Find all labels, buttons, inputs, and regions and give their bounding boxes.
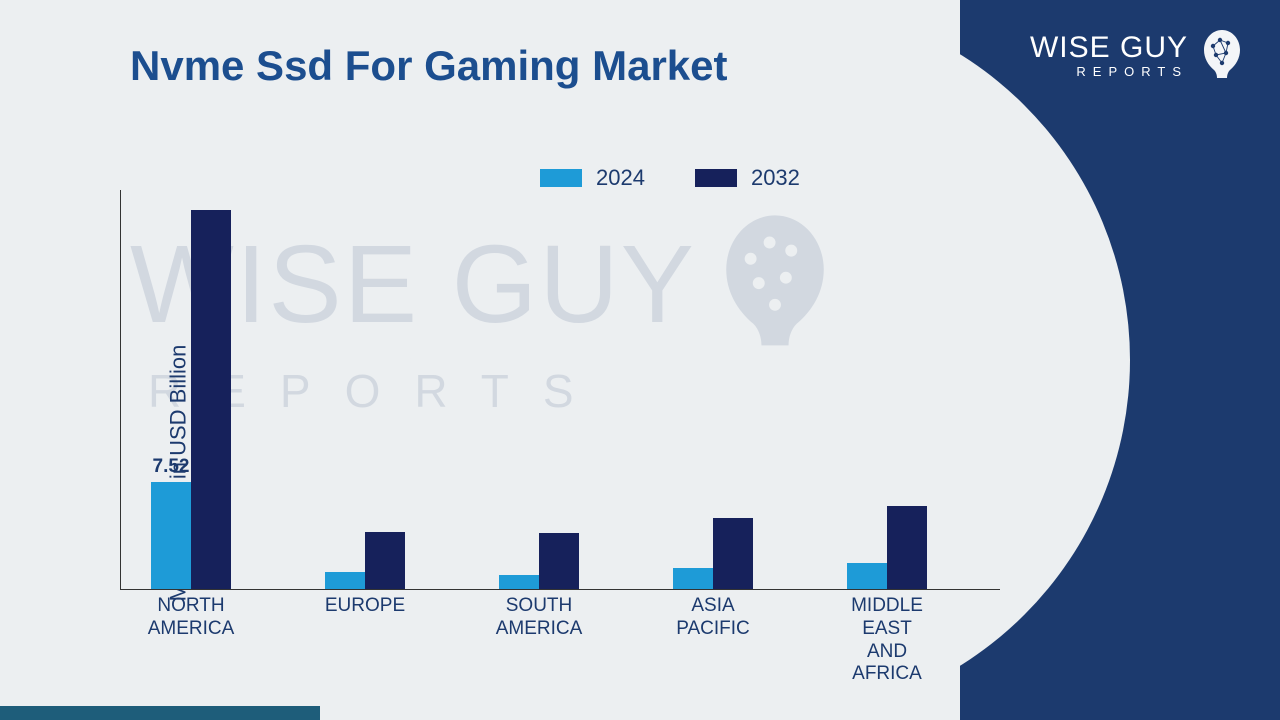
bar-2032 xyxy=(887,506,927,589)
chart-area: Market Size in USD Billion 7.52NORTHAMER… xyxy=(60,160,1000,700)
bar-group: SOUTHAMERICA xyxy=(499,533,579,589)
brand-logo: WISE GUY REPORTS xyxy=(1030,28,1246,82)
bar-group: MIDDLEEASTANDAFRICA xyxy=(847,506,927,589)
logo-main: WISE GUY xyxy=(1030,33,1188,63)
bar-group: EUROPE xyxy=(325,532,405,589)
bar-2024 xyxy=(847,563,887,589)
bar-2032 xyxy=(539,533,579,589)
chart-title: Nvme Ssd For Gaming Market xyxy=(130,42,728,90)
bar-2024 xyxy=(673,568,713,589)
bar-group: 7.52NORTHAMERICA xyxy=(151,210,231,589)
bar-group: ASIAPACIFIC xyxy=(673,518,753,589)
category-label: EUROPE xyxy=(295,595,435,618)
bar-2024 xyxy=(325,572,365,589)
bar-2024: 7.52 xyxy=(151,482,191,589)
category-label: ASIAPACIFIC xyxy=(643,595,783,641)
bottom-strip xyxy=(0,706,320,720)
bar-2032 xyxy=(191,210,231,589)
category-label: MIDDLEEASTANDAFRICA xyxy=(817,595,957,686)
plot-area: 7.52NORTHAMERICA EUROPE SOUTHAMERICA ASIAPA… xyxy=(120,190,1000,590)
category-label: SOUTHAMERICA xyxy=(469,595,609,641)
logo-sub: REPORTS xyxy=(1076,65,1188,78)
category-label: NORTHAMERICA xyxy=(121,595,261,641)
bar-2032 xyxy=(713,518,753,589)
bar-value-label: 7.52 xyxy=(153,456,190,478)
bar-2032 xyxy=(365,532,405,589)
logo-head-icon xyxy=(1198,28,1246,82)
bar-2024 xyxy=(499,575,539,589)
